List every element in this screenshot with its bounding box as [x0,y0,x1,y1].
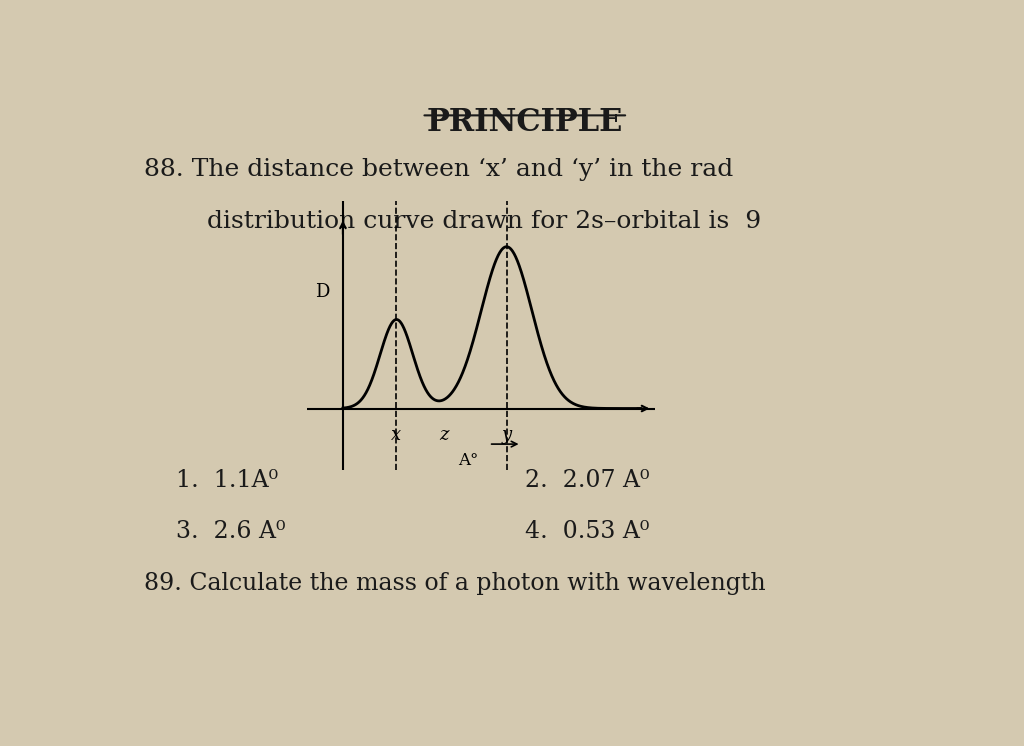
Text: z: z [439,426,449,445]
Text: 3.  2.6 A⁰: 3. 2.6 A⁰ [176,521,285,543]
Text: distribution curve drawn for 2s–orbital is  9: distribution curve drawn for 2s–orbital … [207,210,762,233]
Text: y: y [502,426,512,445]
Text: 4.  0.53 A⁰: 4. 0.53 A⁰ [524,521,649,543]
Text: 2.  2.07 A⁰: 2. 2.07 A⁰ [524,468,649,492]
Text: 1.  1.1A⁰: 1. 1.1A⁰ [176,468,278,492]
Text: A°: A° [458,452,478,469]
Text: PRINCIPLE: PRINCIPLE [427,107,623,138]
Text: x: x [391,426,401,445]
Text: 89. Calculate the mass of a photon with wavelength: 89. Calculate the mass of a photon with … [143,572,766,595]
Text: 88. The distance between ‘x’ and ‘y’ in the rad: 88. The distance between ‘x’ and ‘y’ in … [143,158,733,181]
Text: D: D [315,283,330,301]
